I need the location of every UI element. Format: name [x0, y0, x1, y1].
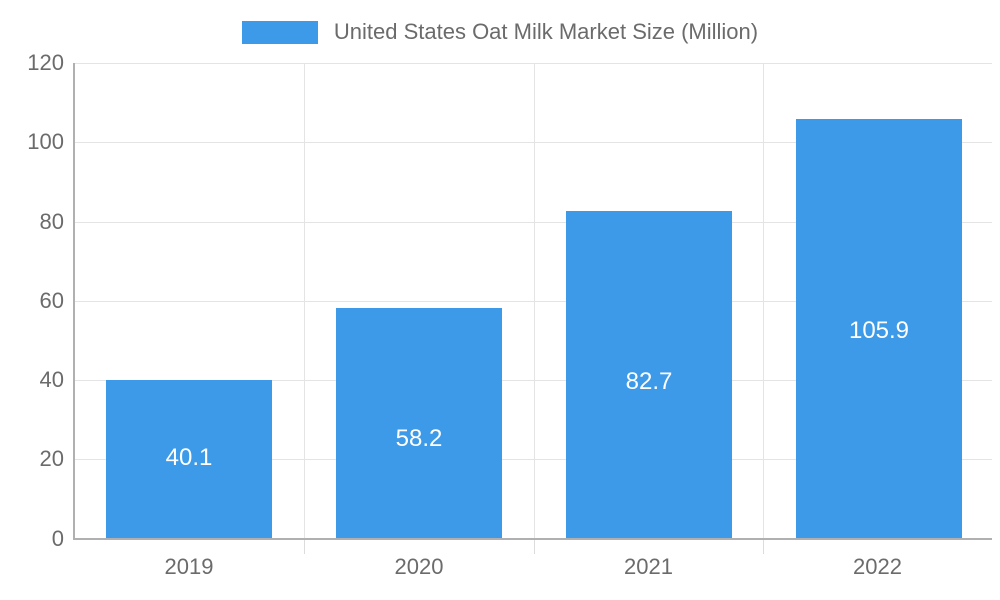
x-tick-mark: [304, 540, 305, 554]
x-tick-label: 2021: [624, 554, 673, 579]
gridline-vertical: [304, 63, 305, 539]
bar-value-label: 82.7: [625, 368, 673, 395]
bar-value-label: 105.9: [848, 317, 910, 344]
y-tick-label: 20: [39, 446, 64, 471]
gridline-vertical: [763, 63, 764, 539]
gridline-horizontal: [74, 380, 992, 381]
legend-label: United States Oat Milk Market Size (Mill…: [333, 19, 759, 44]
x-tick-label: 2022: [853, 554, 902, 579]
x-tick-label: 2020: [394, 554, 444, 579]
x-axis-line: [74, 538, 992, 540]
bar-value-label: 40.1: [165, 444, 213, 471]
gridline-horizontal: [74, 142, 992, 143]
gridline-vertical: [534, 63, 535, 539]
x-tick-mark: [763, 540, 764, 554]
y-tick-label: 60: [39, 288, 64, 313]
y-tick-label: 80: [39, 209, 64, 234]
chart-legend: United States Oat Milk Market Size (Mill…: [0, 14, 1000, 50]
bar-2019[interactable]: 40.1: [106, 380, 272, 539]
plot-area: 40.1 58.2 82.7 105.9: [74, 63, 992, 539]
y-axis-line: [73, 63, 75, 540]
gridline-horizontal: [74, 301, 992, 302]
y-tick-label: 120: [27, 50, 64, 75]
legend-item[interactable]: United States Oat Milk Market Size (Mill…: [241, 19, 759, 44]
bar-2020[interactable]: 58.2: [336, 308, 502, 539]
bar-2021[interactable]: 82.7: [566, 211, 732, 539]
bar-value-label: 58.2: [395, 425, 443, 452]
x-tick-mark: [534, 540, 535, 554]
legend-color-swatch: [241, 20, 318, 44]
bar-2022[interactable]: 105.9: [796, 119, 962, 539]
y-tick-label: 0: [51, 526, 64, 551]
y-tick-label: 40: [39, 367, 64, 392]
gridline-horizontal: [74, 222, 992, 223]
gridline-horizontal: [74, 63, 992, 64]
y-tick-label: 100: [27, 129, 64, 154]
y-axis-tick-labels: 0 20 40 60 80 100 120: [0, 0, 64, 600]
x-tick-label: 2019: [164, 554, 214, 579]
gridline-horizontal: [74, 459, 992, 460]
